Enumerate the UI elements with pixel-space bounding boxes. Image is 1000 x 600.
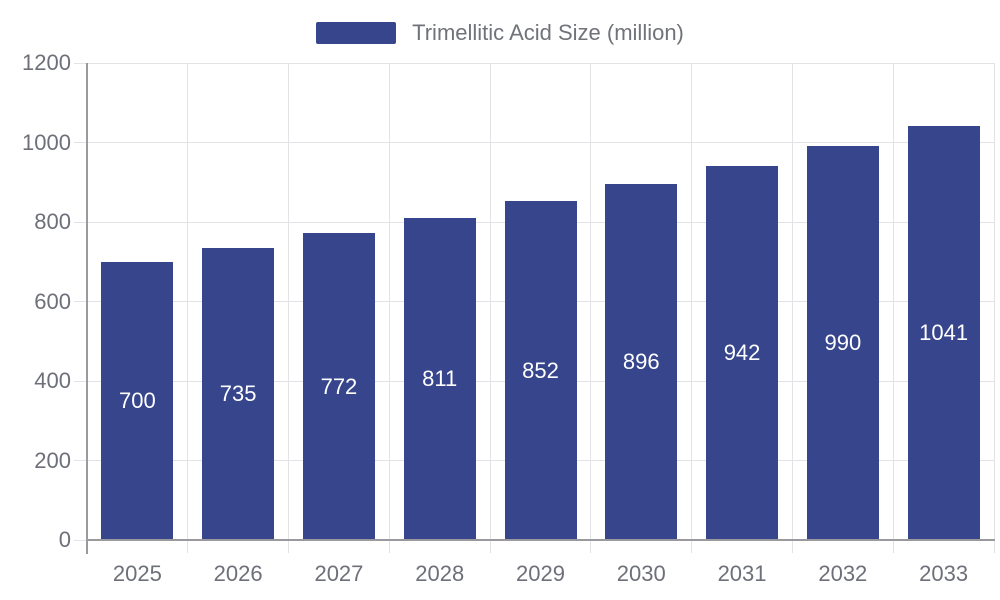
y-tick-label: 400 — [34, 368, 71, 393]
x-axis-tick — [187, 541, 189, 553]
v-gridline — [590, 63, 592, 540]
v-gridline — [691, 63, 693, 540]
x-axis-tick — [288, 541, 290, 553]
x-tick-label: 2029 — [516, 561, 565, 586]
y-axis-tick — [74, 380, 86, 382]
x-tick-label: 2026 — [213, 561, 263, 586]
x-axis-tick — [691, 541, 693, 553]
bar-2030[interactable] — [605, 183, 678, 540]
bar-2026[interactable] — [202, 247, 275, 540]
x-tick-label: 2030 — [616, 561, 666, 586]
y-tick-label: 200 — [34, 447, 71, 473]
x-tick-label: 2027 — [314, 561, 364, 586]
v-gridline — [993, 63, 995, 540]
y-tick-label: 1200 — [22, 50, 71, 75]
bar-value-label: 852 — [522, 357, 559, 383]
v-gridline — [187, 63, 189, 540]
y-axis-line — [86, 63, 88, 554]
x-axis-tick — [892, 541, 894, 553]
bar-2029[interactable] — [504, 201, 577, 540]
legend: Trimellitic Acid Size (million) — [0, 0, 1000, 46]
bar-value-label: 700 — [119, 387, 156, 413]
x-axis-tick — [489, 541, 491, 553]
y-axis-tick — [74, 460, 86, 461]
v-gridline — [489, 63, 491, 540]
bar-value-label: 811 — [422, 365, 458, 391]
legend-item-trimellitic-acid-size[interactable]: Trimellitic Acid Size (million) — [316, 20, 684, 46]
bar-value-label: 772 — [320, 373, 358, 399]
bar-2027[interactable] — [302, 233, 375, 540]
x-axis-tick — [388, 541, 390, 553]
x-axis-tick — [791, 541, 793, 553]
bar-value-label: 990 — [824, 330, 862, 356]
y-axis-tick — [74, 62, 86, 64]
x-axis-tick — [993, 541, 995, 553]
y-tick-label: 0 — [58, 527, 71, 552]
h-gridline — [87, 62, 994, 64]
y-axis-tick — [74, 301, 86, 302]
y-tick-label: 800 — [34, 209, 71, 234]
x-tick-label: 2025 — [112, 561, 162, 586]
legend-swatch-icon — [316, 22, 397, 44]
bar-2033[interactable] — [907, 126, 980, 540]
bar-2028[interactable] — [403, 217, 476, 540]
x-tick-label: 2031 — [717, 561, 767, 586]
bar-2031[interactable] — [706, 165, 779, 540]
h-gridline — [87, 142, 994, 143]
x-tick-label: 2033 — [919, 561, 969, 586]
y-axis-tick — [74, 539, 86, 541]
y-axis-tick — [74, 221, 86, 223]
x-axis-line — [86, 539, 995, 541]
bar-value-label: 896 — [622, 348, 660, 374]
v-gridline — [791, 63, 793, 540]
y-tick-label: 600 — [34, 288, 71, 314]
bar-value-label: 1041 — [919, 320, 969, 346]
legend-label: Trimellitic Acid Size (million) — [412, 20, 684, 45]
bar-value-label: 735 — [219, 380, 257, 406]
v-gridline — [288, 63, 290, 540]
bar-2032[interactable] — [806, 146, 879, 540]
x-tick-label: 2032 — [818, 561, 868, 586]
v-gridline — [892, 63, 894, 540]
bar-value-label: 942 — [723, 339, 761, 365]
x-axis-tick — [590, 541, 592, 553]
y-tick-label: 1000 — [22, 129, 71, 155]
y-axis-tick — [74, 142, 86, 143]
bar-2025[interactable] — [101, 261, 174, 540]
x-tick-label: 2028 — [415, 561, 465, 586]
v-gridline — [388, 63, 390, 540]
